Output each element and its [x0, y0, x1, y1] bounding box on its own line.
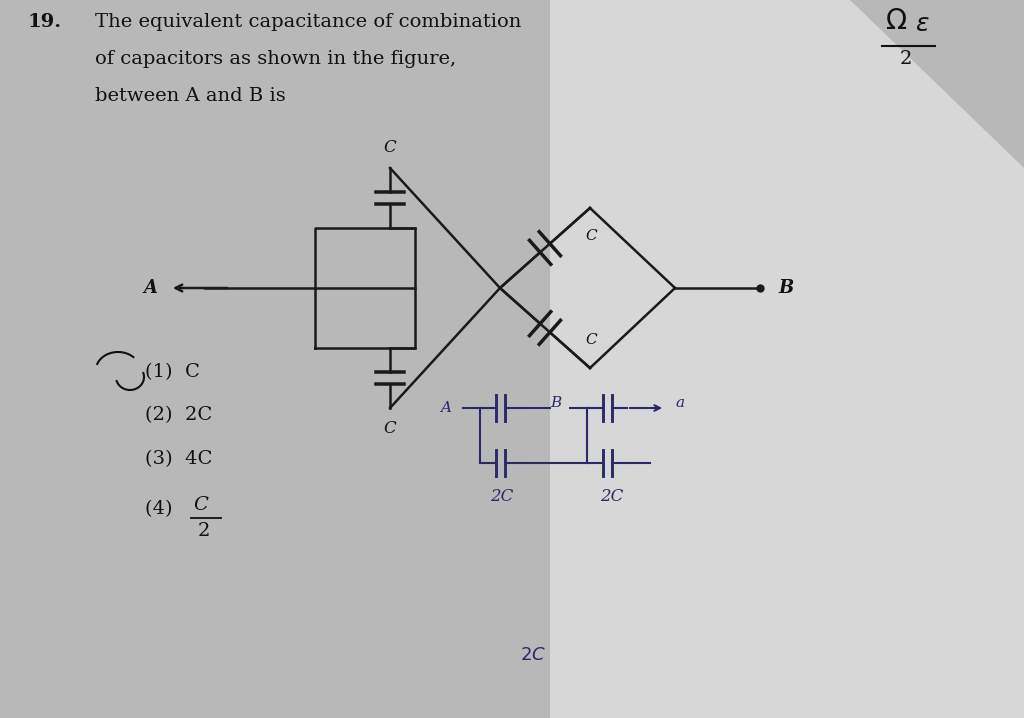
Text: 2C: 2C: [490, 488, 513, 505]
Text: B: B: [778, 279, 794, 297]
Text: 2C: 2C: [600, 488, 624, 505]
Text: between A and B is: between A and B is: [95, 87, 286, 105]
Text: (4): (4): [145, 500, 185, 518]
Text: C: C: [585, 333, 597, 347]
Text: C: C: [384, 139, 396, 156]
Text: C: C: [193, 496, 208, 514]
Text: The equivalent capacitance of combination: The equivalent capacitance of combinatio…: [95, 13, 521, 31]
Text: $\epsilon$: $\epsilon$: [915, 13, 930, 36]
Text: 2: 2: [900, 50, 912, 68]
Text: (2)  2C: (2) 2C: [145, 406, 212, 424]
Text: A: A: [440, 401, 451, 415]
Text: 19.: 19.: [28, 13, 62, 31]
Text: (1)  C: (1) C: [145, 363, 200, 381]
Text: C: C: [384, 420, 396, 437]
Polygon shape: [550, 0, 1024, 718]
Text: $\Omega$: $\Omega$: [885, 8, 907, 35]
Text: $2C$: $2C$: [520, 646, 546, 664]
Text: B: B: [550, 396, 561, 410]
Text: (3)  4C: (3) 4C: [145, 450, 212, 468]
Text: 2: 2: [198, 522, 210, 540]
Text: C: C: [585, 229, 597, 243]
Text: a: a: [675, 396, 684, 410]
Text: A: A: [143, 279, 157, 297]
Text: of capacitors as shown in the figure,: of capacitors as shown in the figure,: [95, 50, 456, 68]
